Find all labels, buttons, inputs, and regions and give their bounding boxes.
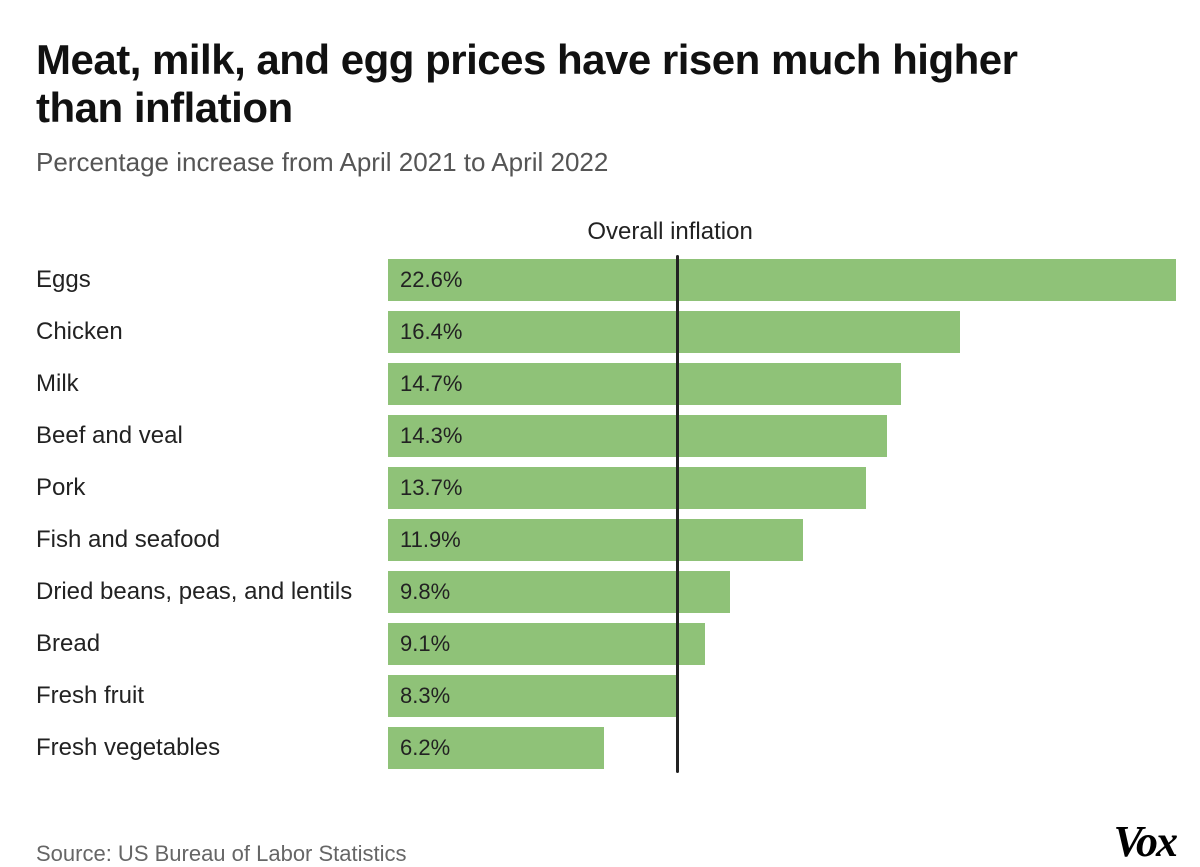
bar: 8.3% xyxy=(388,675,677,717)
row-label: Dried beans, peas, and lentils xyxy=(36,578,388,606)
bar: 14.7% xyxy=(388,363,901,405)
chart-row: Pork 13.7% xyxy=(36,462,1176,514)
bar-value: 14.7% xyxy=(400,371,462,397)
bar-track: 22.6% xyxy=(388,259,1176,301)
chart-footer: Source: US Bureau of Labor Statistics Vo… xyxy=(36,816,1176,867)
brand-logo: Vox xyxy=(1114,816,1176,867)
chart-row: Bread 9.1% xyxy=(36,618,1176,670)
bar-track: 14.3% xyxy=(388,415,1176,457)
row-label: Chicken xyxy=(36,318,388,346)
chart-subtitle: Percentage increase from April 2021 to A… xyxy=(36,147,1172,178)
bar-track: 13.7% xyxy=(388,467,1176,509)
chart-row: Beef and veal 14.3% xyxy=(36,410,1176,462)
reference-line xyxy=(676,255,679,773)
bar: 16.4% xyxy=(388,311,960,353)
bar-value: 13.7% xyxy=(400,475,462,501)
bar-track: 6.2% xyxy=(388,727,1176,769)
bar: 6.2% xyxy=(388,727,604,769)
bar-value: 8.3% xyxy=(400,683,450,709)
bar-value: 14.3% xyxy=(400,423,462,449)
bar: 9.1% xyxy=(388,623,705,665)
row-label: Bread xyxy=(36,630,388,658)
row-label: Pork xyxy=(36,474,388,502)
row-label: Fresh vegetables xyxy=(36,734,388,762)
bar-value: 9.8% xyxy=(400,579,450,605)
bar: 13.7% xyxy=(388,467,866,509)
bar: 22.6% xyxy=(388,259,1176,301)
bar-value: 9.1% xyxy=(400,631,450,657)
bar-rows: Eggs 22.6% Chicken 16.4% Milk 14.7% Beef and v… xyxy=(36,214,1176,774)
bar-value: 11.9% xyxy=(400,527,461,553)
bar-track: 16.4% xyxy=(388,311,1176,353)
bar-track: 9.8% xyxy=(388,571,1176,613)
chart-row: Fish and seafood 11.9% xyxy=(36,514,1176,566)
bar-value: 16.4% xyxy=(400,319,462,345)
chart-row: Eggs 22.6% xyxy=(36,254,1176,306)
row-label: Beef and veal xyxy=(36,422,388,450)
bar: 14.3% xyxy=(388,415,887,457)
bar-track: 11.9% xyxy=(388,519,1176,561)
bar: 11.9% xyxy=(388,519,803,561)
bar-track: 14.7% xyxy=(388,363,1176,405)
bar-track: 8.3% xyxy=(388,675,1176,717)
bar-track: 9.1% xyxy=(388,623,1176,665)
chart-title: Meat, milk, and egg prices have risen mu… xyxy=(36,36,1086,133)
source-text: Source: US Bureau of Labor Statistics xyxy=(36,841,407,867)
row-label: Milk xyxy=(36,370,388,398)
bar-value: 6.2% xyxy=(400,735,450,761)
bar-value: 22.6% xyxy=(400,267,462,293)
chart-row: Milk 14.7% xyxy=(36,358,1176,410)
row-label: Fresh fruit xyxy=(36,682,388,710)
chart-row: Dried beans, peas, and lentils 9.8% xyxy=(36,566,1176,618)
chart-row: Chicken 16.4% xyxy=(36,306,1176,358)
row-label: Eggs xyxy=(36,266,388,294)
row-label: Fish and seafood xyxy=(36,526,388,554)
bar-chart: Overall inflation Eggs22.6%Chicken16.4%M… xyxy=(36,214,1176,774)
chart-row: Fresh fruit 8.3% xyxy=(36,670,1176,722)
chart-row: Fresh vegetables 6.2% xyxy=(36,722,1176,774)
